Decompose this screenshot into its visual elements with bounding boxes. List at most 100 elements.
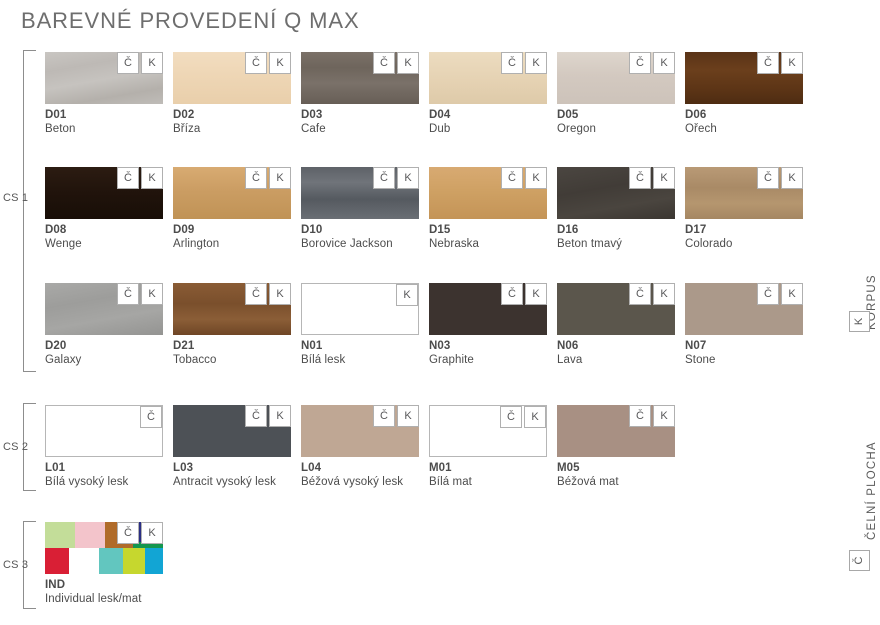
badge-celni: Č (373, 167, 395, 189)
swatch-name: Graphite (429, 354, 474, 366)
swatch-badges: Č K (117, 283, 163, 305)
swatch-color[interactable]: Č K (173, 405, 291, 457)
swatch-name: Tobacco (173, 354, 217, 366)
badge-korpus: K (653, 167, 675, 189)
swatch-code: L04 (301, 462, 322, 474)
badge-celni: Č (501, 167, 523, 189)
swatch-badges: Č K (373, 167, 419, 189)
swatch-cell[interactable]: Č K M05 Béžová mat (557, 405, 675, 488)
badge-korpus: K (525, 283, 547, 305)
swatch-color[interactable]: Č K (557, 52, 675, 104)
swatch-badges: Č (140, 406, 162, 428)
swatch-badges: K (396, 284, 418, 306)
group-label-cs1: CS 1 (3, 192, 29, 204)
swatch-cell[interactable]: Č K D04 Dub (429, 52, 547, 135)
swatch-cell[interactable]: Č K N07 Stone (685, 283, 803, 366)
badge-korpus: K (781, 283, 803, 305)
swatch-color[interactable]: Č K (429, 167, 547, 219)
swatch-badges: Č K (757, 283, 803, 305)
swatch-color[interactable]: Č K (685, 167, 803, 219)
swatch-name: Colorado (685, 238, 733, 250)
badge-korpus: K (141, 167, 163, 189)
ind-chip (45, 548, 69, 574)
swatch-color[interactable]: Č K (301, 52, 419, 104)
swatch-color[interactable]: Č K (557, 283, 675, 335)
swatch-cell[interactable]: Č K D05 Oregon (557, 52, 675, 135)
swatch-cell[interactable]: Č K M01 Bílá mat (429, 405, 547, 488)
badge-korpus: K (397, 167, 419, 189)
ind-chip (123, 548, 145, 574)
badge-korpus: K (141, 52, 163, 74)
swatch-name: Bílá vysoký lesk (45, 476, 129, 488)
swatch-cell[interactable]: Č K D09 Arlington (173, 167, 291, 250)
swatch-color[interactable]: K (301, 283, 419, 335)
badge-celni: Č (373, 52, 395, 74)
legend-badge-celni-text: Č (853, 556, 865, 565)
swatch-cell[interactable]: Č K N06 Lava (557, 283, 675, 366)
swatch-color[interactable]: Č K (429, 405, 547, 457)
swatch-code: IND (45, 579, 66, 591)
swatch-name: Beton tmavý (557, 238, 623, 250)
swatch-cell[interactable]: Č K D15 Nebraska (429, 167, 547, 250)
swatch-badges: Č K (501, 283, 547, 305)
swatch-badges: Č K (629, 405, 675, 427)
swatch-color[interactable]: Č K (173, 167, 291, 219)
swatch-cell[interactable]: Č K D21 Tobacco (173, 283, 291, 366)
swatch-color-individual[interactable]: Č K (45, 522, 163, 574)
swatch-name: Individual lesk/mat (45, 593, 142, 605)
swatch-name: Stone (685, 354, 716, 366)
swatch-cell[interactable]: Č K D20 Galaxy (45, 283, 163, 366)
swatch-color[interactable]: Č K (173, 52, 291, 104)
swatch-color[interactable]: Č K (45, 167, 163, 219)
swatch-color[interactable]: Č K (45, 52, 163, 104)
swatch-code: N07 (685, 340, 707, 352)
swatch-code: M01 (429, 462, 452, 474)
swatch-cell[interactable]: Č K D16 Beton tmavý (557, 167, 675, 250)
swatch-color[interactable]: Č K (173, 283, 291, 335)
badge-korpus: K (397, 405, 419, 427)
swatch-color[interactable]: Č K (45, 283, 163, 335)
badge-celni: Č (140, 406, 162, 428)
badge-celni: Č (245, 405, 267, 427)
swatch-cell[interactable]: Č K D02 Bříza (173, 52, 291, 135)
swatch-cell[interactable]: Č K D01 Beton (45, 52, 163, 135)
swatch-cell[interactable]: Č K D06 Ořech (685, 52, 803, 135)
swatch-color[interactable]: Č K (429, 283, 547, 335)
badge-celni: Č (629, 405, 651, 427)
badge-celni: Č (117, 52, 139, 74)
swatch-cell[interactable]: Č K L04 Béžová vysoký lesk (301, 405, 419, 488)
swatch-cell[interactable]: Č K L03 Antracit vysoký lesk (173, 405, 291, 488)
swatch-code: D15 (429, 224, 451, 236)
swatch-name: Arlington (173, 238, 220, 250)
swatch-color[interactable]: Č (45, 405, 163, 457)
swatch-color[interactable]: Č K (685, 52, 803, 104)
badge-celni: Č (117, 283, 139, 305)
ind-chip (99, 548, 123, 574)
swatch-cell[interactable]: Č K D17 Colorado (685, 167, 803, 250)
swatch-badges: Č K (245, 283, 291, 305)
badge-celni: Č (629, 52, 651, 74)
badge-celni: Č (245, 283, 267, 305)
swatch-color[interactable]: Č K (557, 405, 675, 457)
ind-chip (75, 522, 105, 548)
swatch-cell[interactable]: Č L01 Bílá vysoký lesk (45, 405, 163, 488)
swatch-color[interactable]: Č K (685, 283, 803, 335)
ind-chip (45, 522, 75, 548)
swatch-name: Bílá mat (429, 476, 472, 488)
badge-korpus: K (269, 405, 291, 427)
swatch-cell[interactable]: Č K D08 Wenge (45, 167, 163, 250)
swatch-color[interactable]: Č K (557, 167, 675, 219)
swatch-cell[interactable]: Č K IND Individual lesk/mat (45, 522, 163, 605)
swatch-name: Galaxy (45, 354, 82, 366)
swatch-badges: Č K (629, 283, 675, 305)
swatch-cell[interactable]: Č K D03 Cafe (301, 52, 419, 135)
swatch-color[interactable]: Č K (301, 405, 419, 457)
badge-celni: Č (245, 167, 267, 189)
swatch-color[interactable]: Č K (301, 167, 419, 219)
swatch-color[interactable]: Č K (429, 52, 547, 104)
swatch-code: D08 (45, 224, 67, 236)
swatch-cell[interactable]: K N01 Bílá lesk (301, 283, 419, 366)
swatch-cell[interactable]: Č K N03 Graphite (429, 283, 547, 366)
swatch-badges: Č K (501, 167, 547, 189)
swatch-cell[interactable]: Č K D10 Borovice Jackson (301, 167, 419, 250)
